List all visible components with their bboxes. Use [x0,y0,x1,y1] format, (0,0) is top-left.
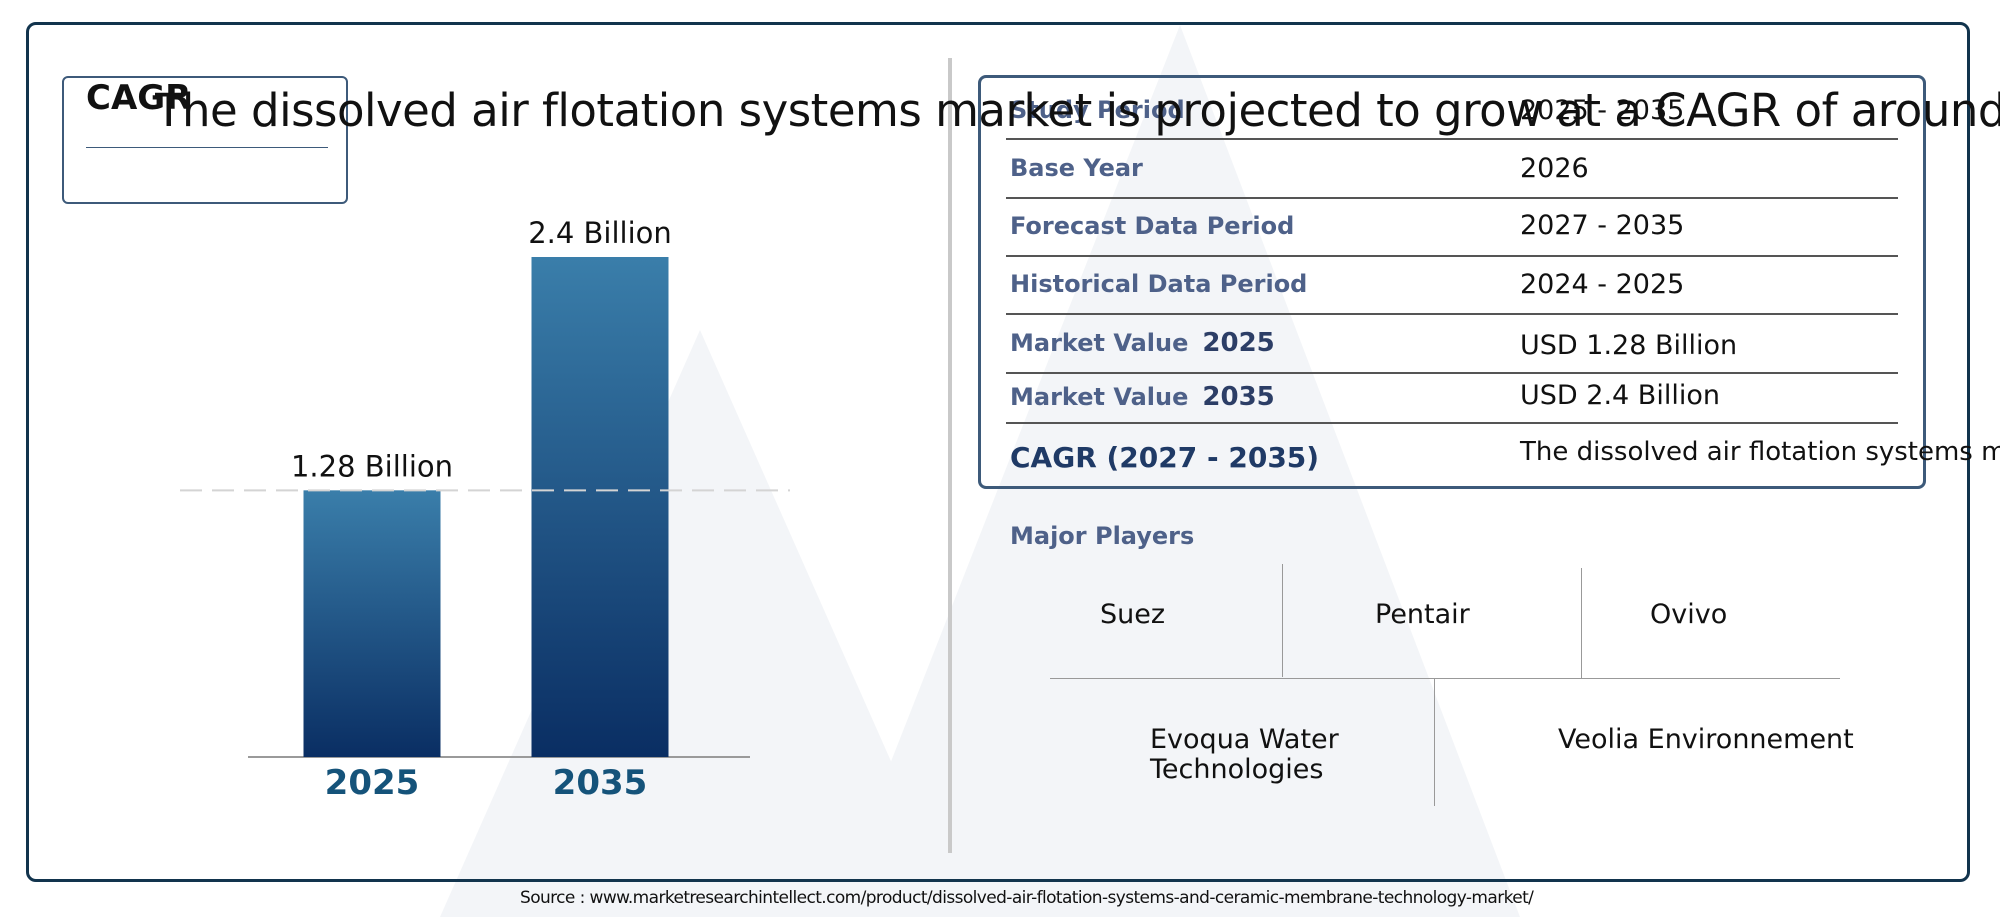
info-label-text: Market Value [1010,383,1189,411]
info-row-market-value-2035: Market Value 2035 USD 2.4 Billion [1006,374,1898,424]
info-row-market-value-2025: Market Value 2025 USD 1.28 Billion [1006,315,1898,374]
bar-value-label: 2.4 Billion [528,216,672,250]
info-row-base-year: Base Year 2026 [1006,140,1898,199]
outer-frame [26,22,1970,882]
source-note: Source : www.marketresearchintellect.com… [520,888,1534,908]
x-tick-label: 2025 [325,763,420,803]
info-value: 2026 [1520,153,1589,184]
bar-2025 [303,490,441,757]
info-value: 2024 - 2025 [1520,269,1685,300]
cagr-box-label: CAGR [86,78,192,118]
info-label: Base Year [1010,154,1143,182]
info-row-forecast-period: Forecast Data Period 2027 - 2035 [1006,199,1898,257]
info-value: The dissolved air flotation systems mark [1520,437,2000,467]
player-name: Veolia Environnement [1558,724,1854,755]
bar-2035 [531,257,669,757]
cagr-box [62,76,348,204]
major-players-title: Major Players [1010,522,1195,550]
players-divider [1282,564,1283,677]
headline-text: The dissolved air flotation systems mark… [155,84,2000,137]
player-name: Suez [1100,599,1166,630]
info-value: USD 1.28 Billion [1520,330,1738,361]
players-divider [1581,568,1582,678]
info-table-box [978,75,1926,489]
player-name: Ovivo [1650,599,1728,630]
cagr-box-rule [86,147,328,148]
info-label: Market Value 2025 [1010,328,1275,358]
panel-divider [948,58,952,853]
info-label: Study Period [1010,96,1185,124]
player-name: Pentair [1375,599,1470,630]
info-label: Market Value 2035 [1010,382,1275,412]
info-label-year: 2035 [1202,382,1275,412]
bar-chart: 1.28 Billion 2025 2.4 Billion 2035 [180,216,790,803]
player-name: Evoqua Water Technologies [1150,724,1339,785]
info-label: Forecast Data Period [1010,212,1295,240]
info-value: 2027 - 2035 [1520,210,1685,241]
x-tick-label: 2035 [553,763,648,803]
info-label: Historical Data Period [1010,270,1308,298]
info-label-text: Market Value [1010,329,1189,357]
info-row-historical-period: Historical Data Period 2024 - 2025 [1006,257,1898,315]
info-label-year: 2025 [1202,328,1275,358]
info-value: USD 2.4 Billion [1520,380,1720,411]
info-value: 2025 - 2035 [1520,95,1685,126]
info-label: CAGR (2027 - 2035) [1010,441,1320,474]
info-row-study-period: Study Period 2025 - 2035 [1006,88,1898,140]
bar-value-label: 1.28 Billion [291,449,453,483]
players-divider [1050,678,1840,679]
players-divider [1434,679,1435,806]
info-row-cagr: CAGR (2027 - 2035) The dissolved air flo… [1006,424,2000,484]
